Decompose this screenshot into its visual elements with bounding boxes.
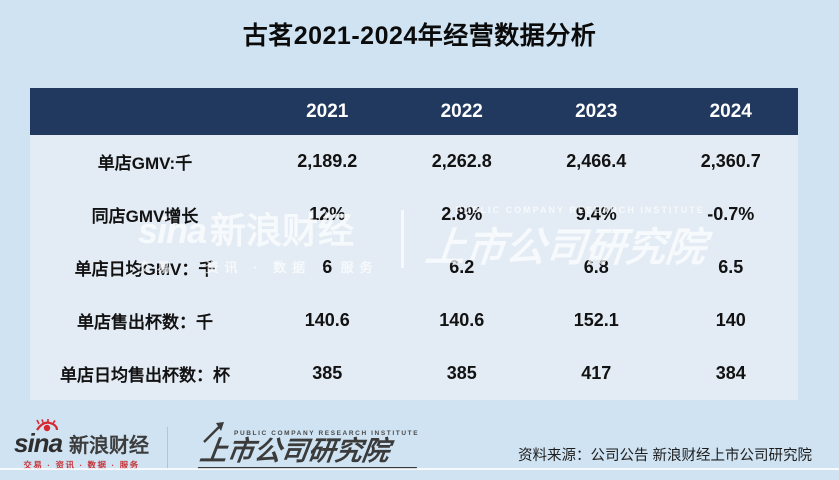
value-cell: 384 (715, 363, 746, 383)
page-title: 古茗2021-2024年经营数据分析 (242, 22, 597, 50)
value-cell: 152.1 (573, 310, 619, 330)
value-cell: 6.2 (449, 257, 475, 277)
pcri-wordmark: 上市公司研究院 (197, 436, 422, 469)
value-cell: 417 (581, 363, 612, 383)
pcri-english-label: PUBLIC COMPANY RESEARCH INSTITUTE (234, 430, 420, 438)
value-cell: 140 (715, 310, 746, 330)
value-cell: 12% (309, 204, 346, 224)
row-label: 同店GMV增长 (91, 207, 199, 226)
table-row: 单店售出杯数：千 140.6 140.6 152.1 140 (30, 294, 798, 347)
table-header-row: 2021 2022 2023 2024 (30, 88, 798, 135)
value-cell: 2,360.7 (700, 151, 761, 171)
table-row: 单店日均GMV：千 6 6.2 6.8 6.5 (30, 241, 798, 294)
value-cell: 385 (446, 363, 477, 383)
value-cell: 6 (322, 257, 333, 277)
row-label: 单店GMV:千 (97, 154, 193, 173)
table-row: 单店日均售出杯数：杯 385 385 417 384 (30, 347, 798, 400)
value-cell: -0.7% (707, 204, 755, 224)
pcri-arrow-icon (202, 420, 226, 449)
value-cell: 2,466.4 (566, 151, 627, 171)
value-cell: 2.8% (441, 204, 483, 224)
value-cell: 9.4% (575, 204, 617, 224)
year-header-cell: 2022 (440, 100, 483, 122)
table-row: 同店GMV增长 12% 2.8% 9.4% -0.7% (30, 188, 798, 241)
year-header-cell: 2023 (575, 100, 618, 122)
bottom-divider (0, 468, 839, 470)
sina-logo-row: sina 新浪财经 (14, 430, 149, 456)
sina-eye-icon (34, 418, 60, 438)
sina-finance-label: 新浪财经 (69, 435, 150, 457)
value-cell: 2,262.8 (431, 151, 492, 171)
value-cell: 140.6 (304, 310, 350, 330)
data-table: 2021 2022 2023 2024 单店GMV:千 2,189.2 2,26… (30, 88, 798, 400)
footer-logos: sina 新浪财经 交易 · 资讯 · 数据 · 服务 PUBLIC COMPA… (14, 418, 422, 471)
value-cell: 6.8 (583, 257, 609, 277)
sina-logo: sina 新浪财经 交易 · 资讯 · 数据 · 服务 (14, 418, 149, 471)
year-header-cell: 2024 (709, 100, 752, 122)
row-label: 单店日均售出杯数：杯 (60, 366, 230, 385)
logo-divider (167, 427, 169, 469)
table-row: 单店GMV:千 2,189.2 2,262.8 2,466.4 2,360.7 (30, 135, 798, 188)
row-label: 单店售出杯数：千 (77, 313, 213, 332)
year-header-cell: 2021 (306, 100, 349, 122)
value-cell: 2,189.2 (297, 151, 358, 171)
sina-tagline: 交易 · 资讯 · 数据 · 服务 (23, 460, 140, 470)
value-cell: 140.6 (439, 310, 485, 330)
table-body: 单店GMV:千 2,189.2 2,262.8 2,466.4 2,360.7 … (30, 135, 798, 400)
value-cell: 6.5 (718, 257, 744, 277)
sina-wordmark: sina (14, 428, 63, 458)
value-cell: 385 (312, 363, 343, 383)
row-label: 单店日均GMV：千 (74, 260, 216, 279)
source-note: 资料来源：公司公告 新浪财经上市公司研究院 (517, 448, 812, 464)
pcri-logo: PUBLIC COMPANY RESEARCH INSTITUTE 上市公司研究… (186, 422, 422, 471)
